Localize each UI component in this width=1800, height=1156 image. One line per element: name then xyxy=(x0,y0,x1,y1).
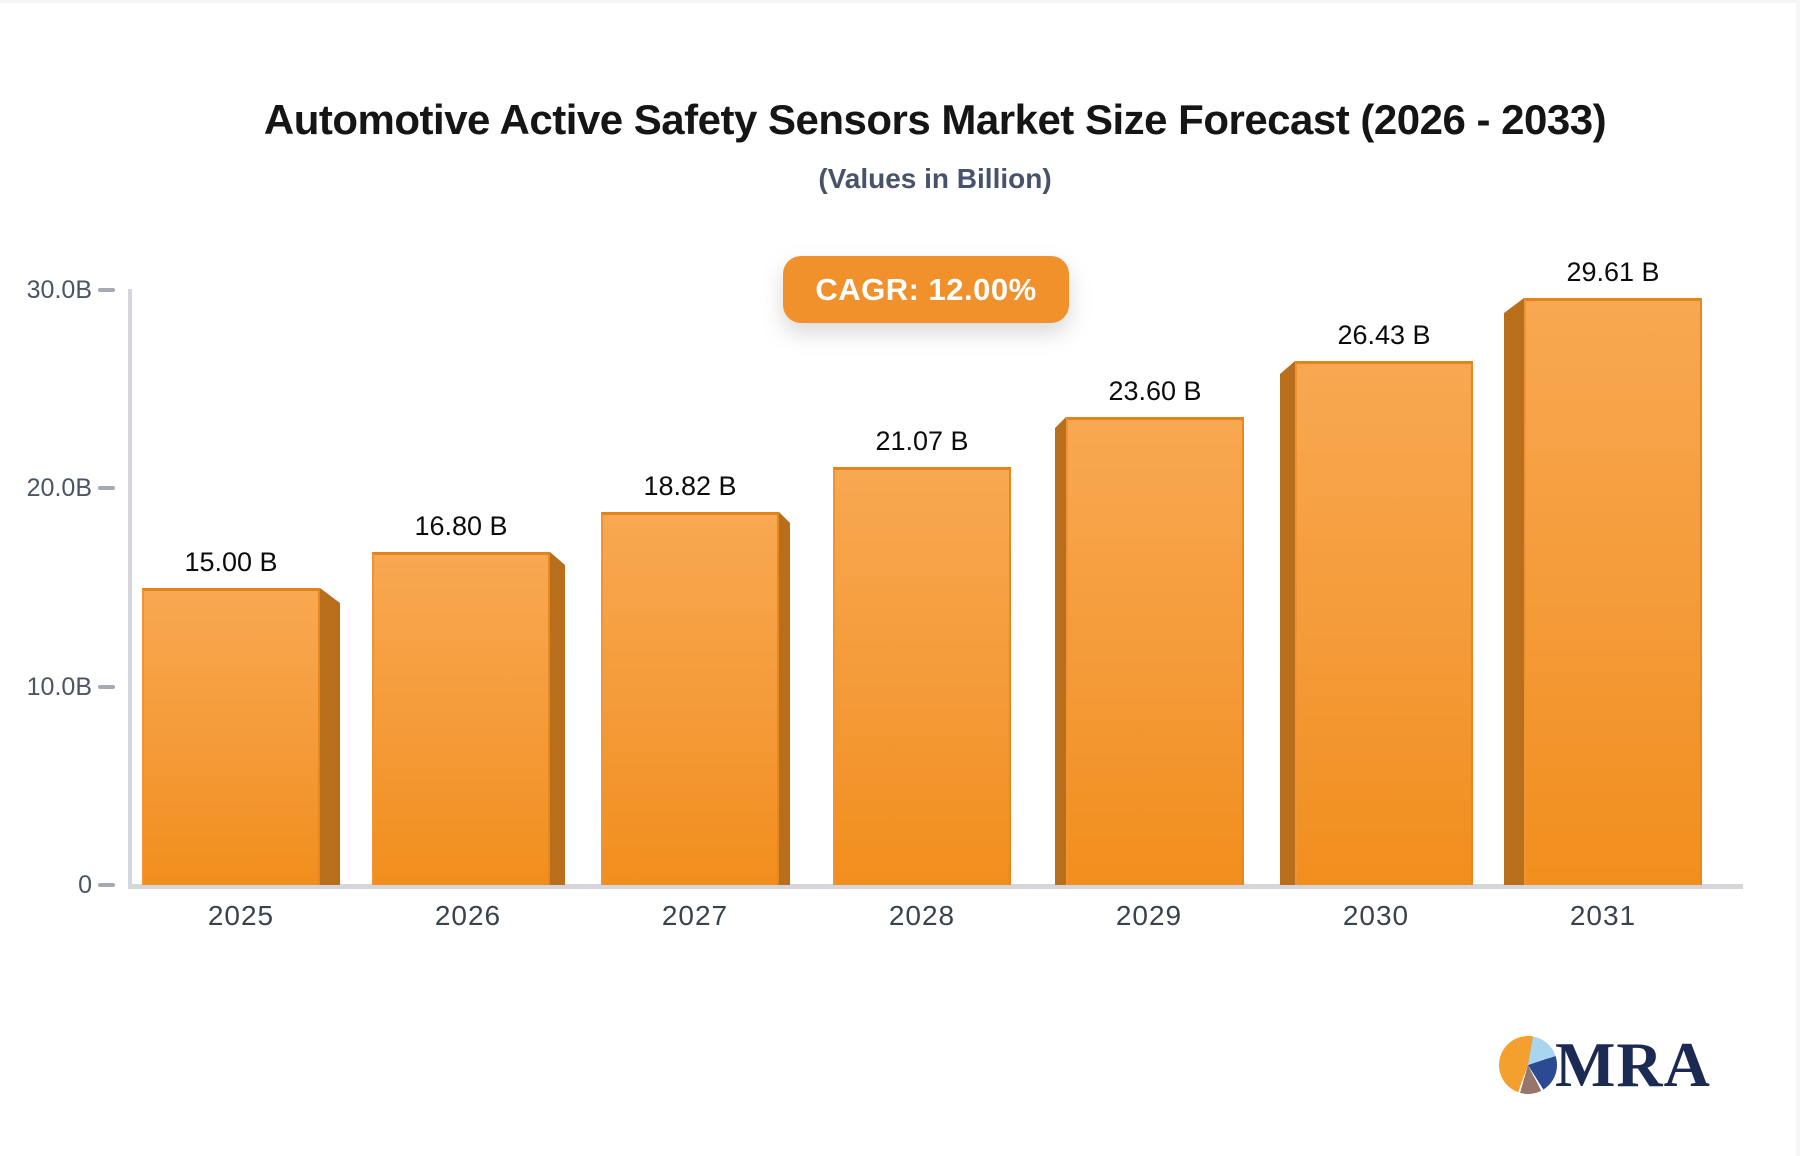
x-tick-label-2028: 2028 xyxy=(888,900,956,931)
x-tick-label-2031: 2031 xyxy=(1569,900,1637,931)
bar-side-2026 xyxy=(550,552,565,885)
bar-value-label-2027: 18.82 B xyxy=(643,471,737,501)
x-tick-label-2029: 2029 xyxy=(1115,900,1183,931)
bar-value-label-2026: 16.80 B xyxy=(414,511,508,541)
cagr-badge-label: CAGR: 12.00% xyxy=(815,271,1037,307)
bar-2027 xyxy=(601,512,779,885)
logo: MRA xyxy=(1499,1029,1711,1100)
bar-2026 xyxy=(372,552,550,885)
x-axis-line xyxy=(128,884,1743,889)
bar-value-label-2030: 26.43 B xyxy=(1337,320,1431,350)
y-tick-mark xyxy=(98,883,115,887)
page-right-border xyxy=(1796,0,1800,1156)
y-tick-mark xyxy=(98,288,115,292)
x-tick-label-2030: 2030 xyxy=(1342,900,1410,931)
bar-value-label-2025: 15.00 B xyxy=(184,547,278,577)
y-axis-line xyxy=(128,289,132,887)
x-tick-label-2026: 2026 xyxy=(434,900,502,931)
bar-value-label-2029: 23.60 B xyxy=(1108,376,1202,406)
page-top-border xyxy=(0,0,1800,3)
chart-title: Automotive Active Safety Sensors Market … xyxy=(263,96,1607,143)
bar-side-2029 xyxy=(1055,417,1066,885)
bar-2029 xyxy=(1066,417,1244,885)
bar-2025 xyxy=(142,588,320,885)
bar-side-2031 xyxy=(1504,298,1524,885)
bar-side-2030 xyxy=(1280,361,1295,885)
bar-value-label-2031: 29.61 B xyxy=(1566,257,1660,287)
bar-side-2027 xyxy=(779,512,790,885)
cagr-badge: CAGR: 12.00% xyxy=(783,256,1069,323)
chart-subtitle: (Values in Billion) xyxy=(818,163,1052,194)
x-tick-label-2027: 2027 xyxy=(661,900,729,931)
bar-2030 xyxy=(1295,361,1473,885)
y-tick-label: 10.0B xyxy=(26,672,92,701)
y-tick-mark xyxy=(98,486,115,491)
bar-2031 xyxy=(1524,298,1702,885)
y-tick-mark xyxy=(98,684,115,689)
x-tick-label-2025: 2025 xyxy=(207,900,275,931)
pie-chart-logo-icon xyxy=(1499,1036,1557,1094)
y-tick-label: 30.0B xyxy=(26,276,92,304)
bar-value-label-2028: 21.07 B xyxy=(875,426,969,456)
bar-side-2025 xyxy=(320,588,340,885)
y-tick-label: 0 xyxy=(78,871,92,899)
bar-2028 xyxy=(833,467,1011,885)
logo-text: MRA xyxy=(1555,1029,1711,1100)
y-tick-label: 20.0B xyxy=(26,474,92,503)
